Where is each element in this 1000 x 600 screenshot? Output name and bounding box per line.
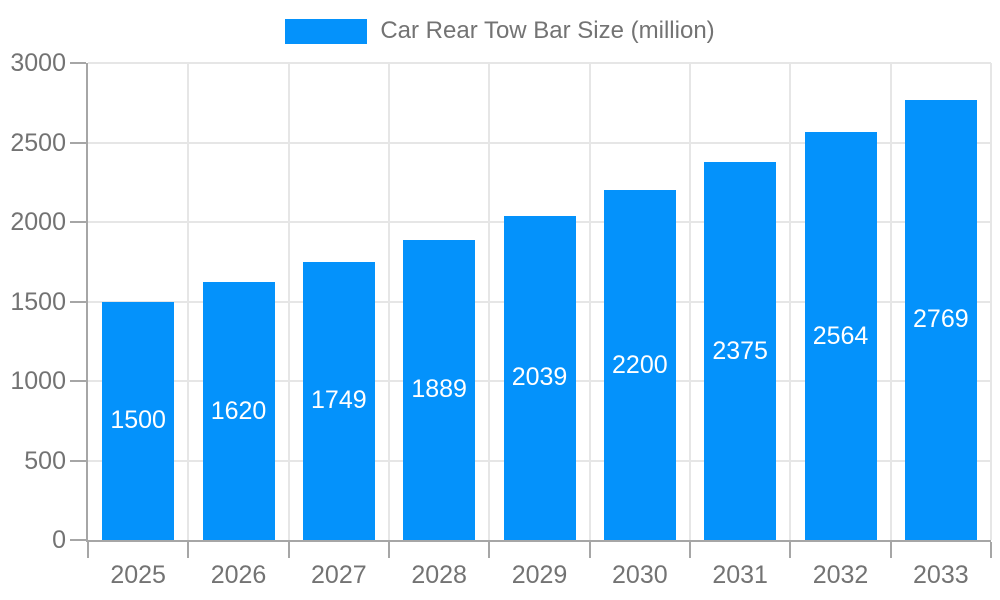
y-axis-tick (70, 539, 86, 541)
x-axis-tick-label: 2029 (511, 561, 568, 589)
y-gridline (88, 62, 991, 64)
y-axis-tick-label: 2000 (10, 208, 66, 236)
y-axis-tick-label: 1000 (10, 367, 66, 395)
x-axis-tick-label: 2030 (612, 561, 668, 589)
x-axis-line (86, 540, 991, 542)
x-axis-tick (889, 542, 892, 558)
y-axis-tick-label: 2500 (10, 128, 66, 157)
x-gridline (990, 63, 992, 540)
bar-value-label: 1889 (411, 375, 467, 404)
x-axis-tick-label: 2025 (110, 561, 166, 589)
x-axis-tick-label: 2027 (311, 561, 367, 589)
bar-value-label: 1749 (311, 386, 367, 415)
bar-2033: 2769 (904, 99, 977, 540)
bar-2032: 2564 (804, 132, 877, 540)
bar-value-label: 2769 (913, 305, 969, 334)
y-axis-line (86, 63, 88, 542)
bar-value-label: 1620 (210, 396, 267, 425)
x-axis-tick-label: 2033 (913, 561, 969, 589)
x-axis-tick (287, 542, 290, 558)
y-gridline (88, 141, 991, 144)
bar-2026: 1620 (202, 282, 275, 540)
x-axis-tick-label: 2028 (411, 561, 467, 589)
y-axis-tick-label: 0 (52, 526, 66, 554)
bar-2031: 2375 (704, 162, 777, 540)
y-axis-tick (70, 459, 86, 462)
x-gridline (889, 63, 892, 540)
x-axis-tick (689, 542, 691, 558)
y-axis-tick (70, 221, 86, 223)
y-axis-tick (70, 141, 86, 144)
x-axis-tick (488, 542, 491, 558)
legend-label: Car Rear Tow Bar Size (million) (380, 17, 715, 44)
bar-value-label: 2039 (511, 363, 568, 392)
y-axis-tick-label: 1500 (10, 287, 66, 316)
x-gridline (789, 63, 792, 540)
bar-value-label: 1500 (110, 406, 166, 435)
x-axis-tick (87, 542, 89, 558)
legend-color-swatch (285, 18, 368, 44)
x-gridline (588, 63, 591, 540)
x-gridline (287, 63, 290, 540)
x-gridline (488, 63, 491, 540)
y-axis-tick (70, 380, 86, 382)
x-axis-tick (789, 542, 792, 558)
x-axis-tick (187, 542, 190, 558)
bar-2030: 2200 (603, 190, 676, 540)
y-axis-tick (70, 300, 86, 303)
x-axis-tick-label: 2026 (210, 561, 267, 589)
x-axis-tick (588, 542, 591, 558)
bar-2025: 1500 (102, 301, 175, 540)
x-axis-tick (990, 542, 992, 558)
x-axis-tick (388, 542, 390, 558)
x-gridline (388, 63, 390, 540)
plot-area: 0 500 1000 1500 2000 2500 3000 1500 2025 1620 2026… (10, 49, 992, 589)
bar-2029: 2039 (503, 215, 576, 540)
x-gridline (187, 63, 190, 540)
y-axis-tick (70, 62, 86, 64)
x-gridline (689, 63, 691, 540)
bar-value-label: 2564 (812, 321, 869, 350)
bar-value-label: 2375 (712, 336, 768, 365)
y-axis-tick-label: 3000 (10, 49, 66, 77)
x-axis-tick-label: 2031 (712, 561, 768, 589)
y-axis-tick-label: 500 (24, 446, 66, 475)
bar-value-label: 2200 (612, 350, 668, 379)
bar-2028: 1889 (403, 239, 476, 540)
bar-2027: 1749 (302, 261, 375, 540)
chart-legend-item[interactable]: Car Rear Tow Bar Size (million) (0, 17, 1000, 45)
x-axis-tick-label: 2032 (812, 561, 869, 589)
